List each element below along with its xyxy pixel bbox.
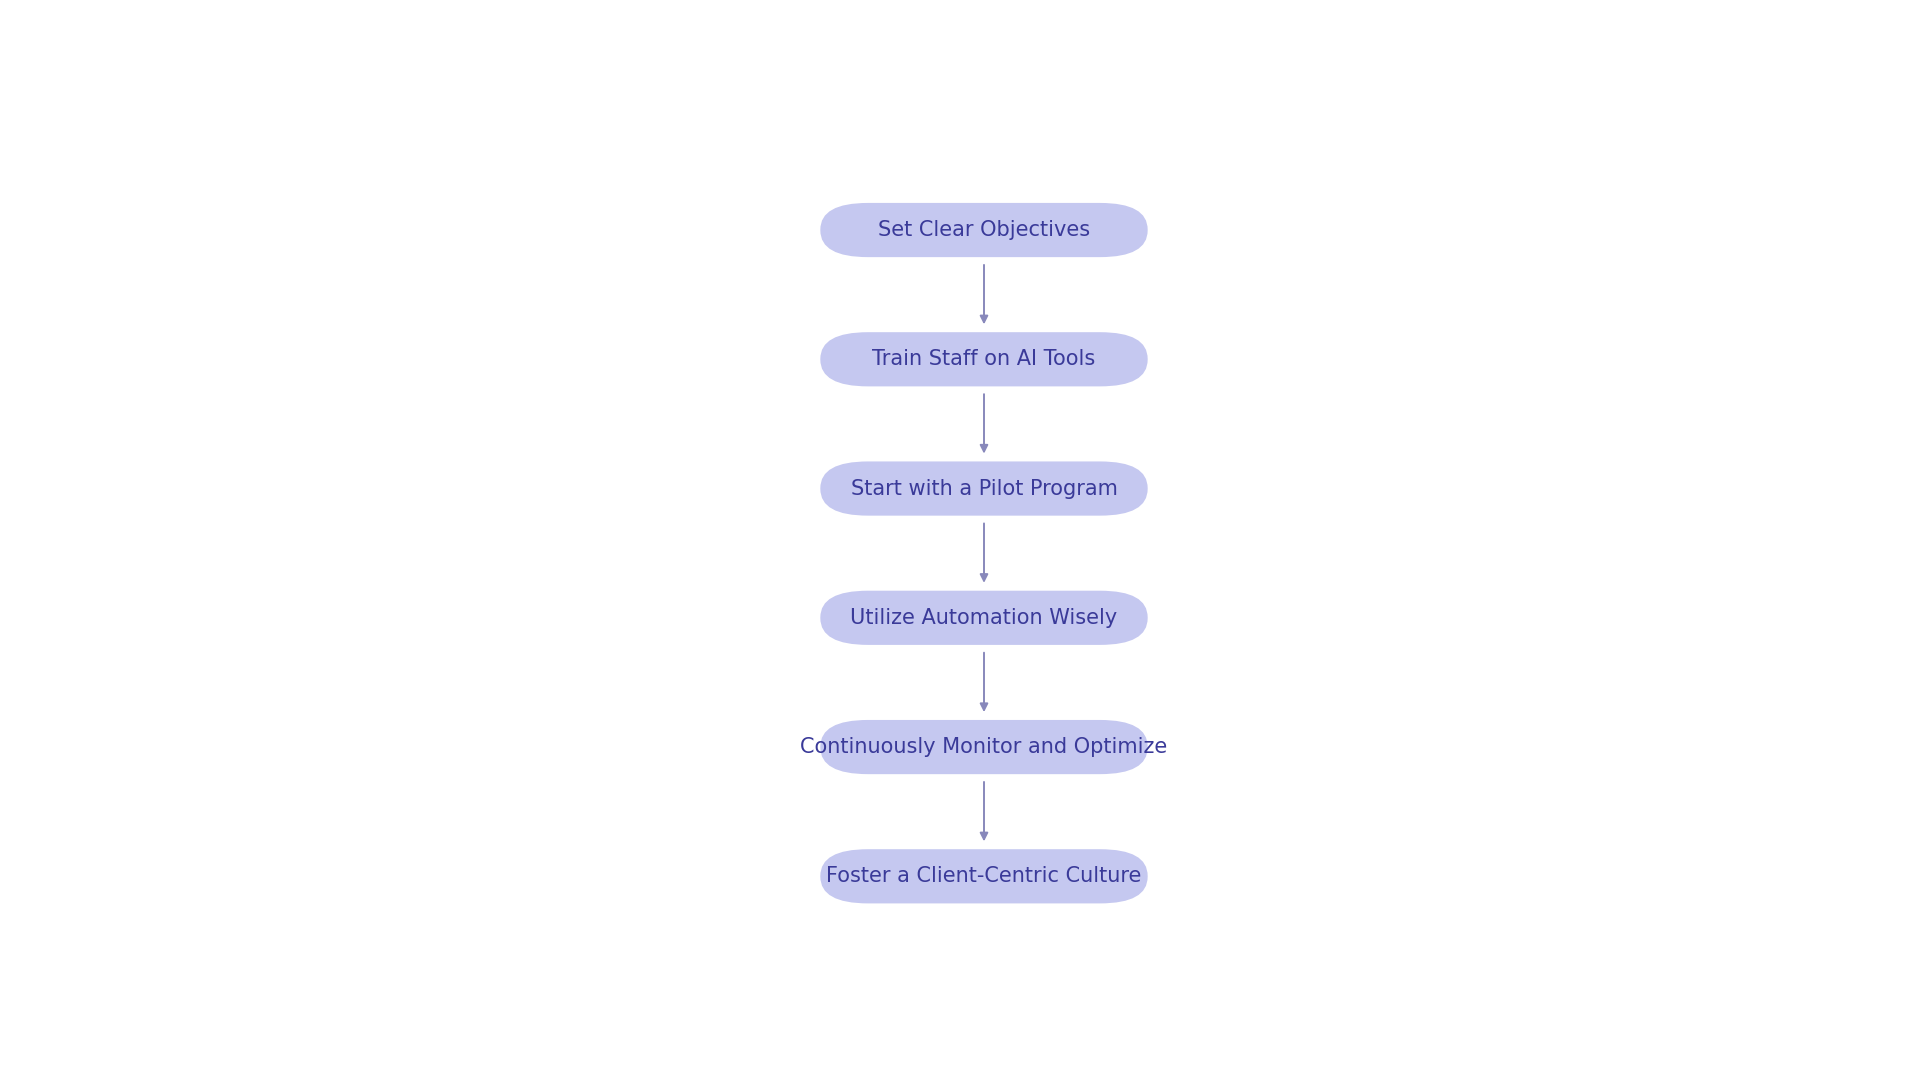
FancyBboxPatch shape (820, 203, 1148, 257)
FancyBboxPatch shape (820, 720, 1148, 774)
FancyBboxPatch shape (820, 849, 1148, 903)
Text: Continuously Monitor and Optimize: Continuously Monitor and Optimize (801, 738, 1167, 757)
FancyBboxPatch shape (820, 590, 1148, 644)
Text: Start with a Pilot Program: Start with a Pilot Program (851, 479, 1117, 498)
FancyBboxPatch shape (820, 332, 1148, 387)
Text: Foster a Client-Centric Culture: Foster a Client-Centric Culture (826, 866, 1142, 886)
FancyBboxPatch shape (820, 461, 1148, 516)
Text: Set Clear Objectives: Set Clear Objectives (877, 220, 1091, 240)
Text: Utilize Automation Wisely: Utilize Automation Wisely (851, 608, 1117, 628)
Text: Train Staff on AI Tools: Train Staff on AI Tools (872, 350, 1096, 369)
